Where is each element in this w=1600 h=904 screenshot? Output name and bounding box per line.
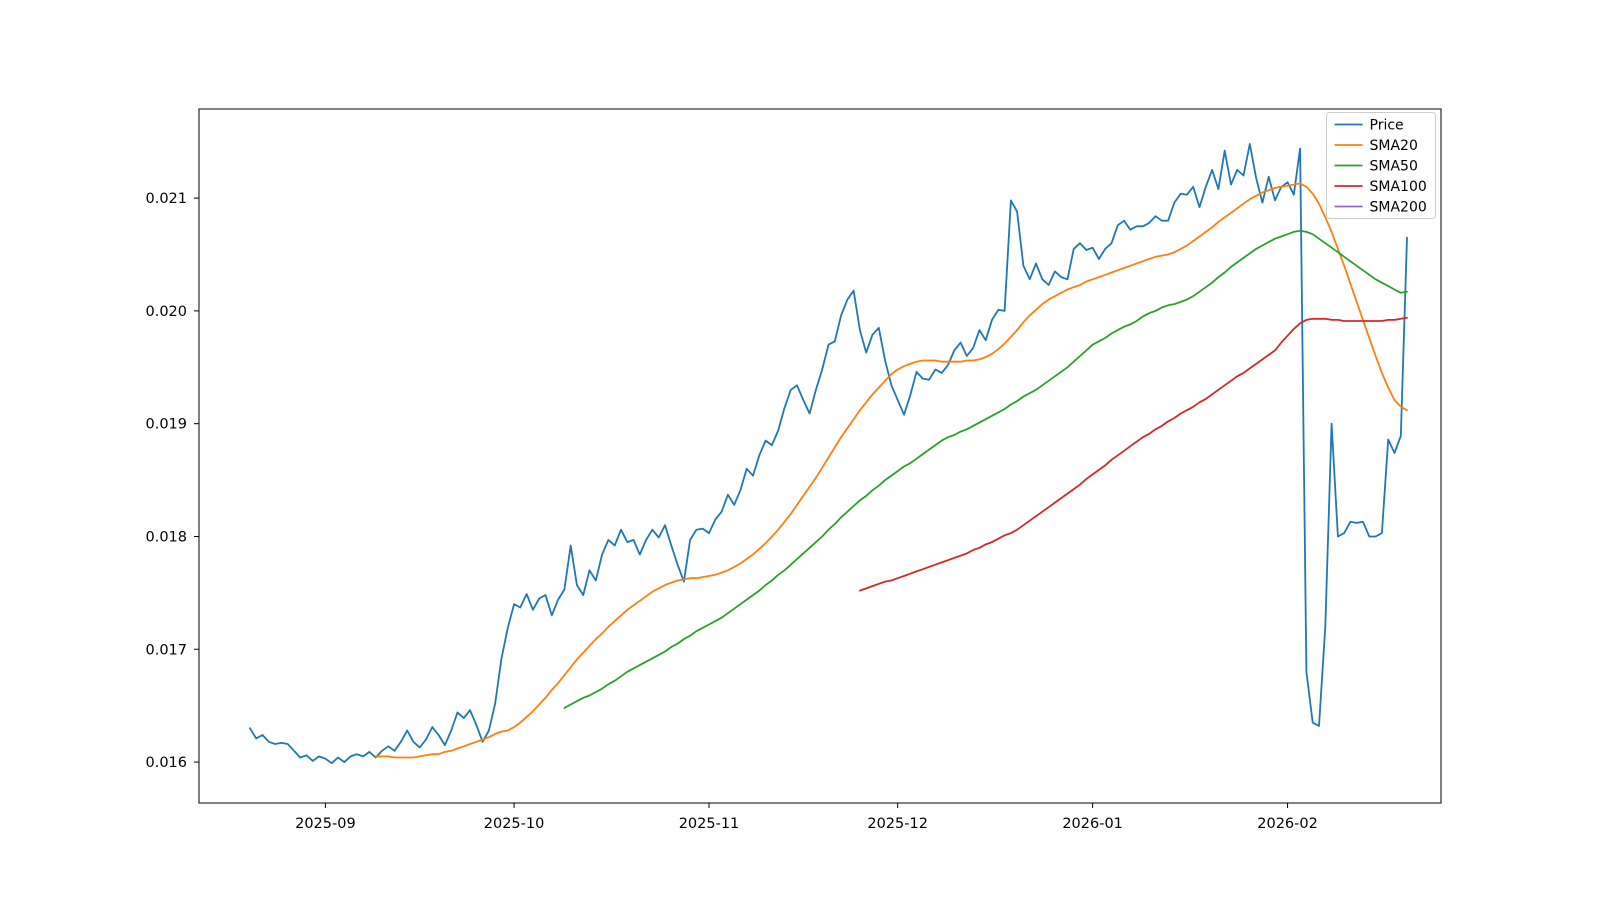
y-tick-label: 0.017 — [145, 642, 187, 658]
legend-label-price: Price — [1370, 118, 1404, 134]
x-tick-label: 2026-02 — [1257, 816, 1318, 832]
y-tick-label: 0.021 — [145, 191, 187, 207]
y-tick-label: 0.019 — [145, 417, 187, 433]
legend-label-sma50: SMA50 — [1370, 159, 1418, 175]
x-tick-label: 2026-01 — [1062, 816, 1123, 832]
sma20-line — [374, 182, 1408, 759]
legend-label-sma100: SMA100 — [1370, 179, 1427, 195]
legend-label-sma200: SMA200 — [1370, 200, 1427, 216]
price-line — [248, 143, 1408, 765]
x-tick-label: 2025-12 — [867, 816, 928, 832]
y-tick-label: 0.016 — [145, 755, 187, 771]
sma50-line — [563, 229, 1408, 709]
y-tick-label: 0.020 — [145, 304, 187, 320]
plot-frame — [198, 108, 1442, 804]
x-tick-label: 2025-09 — [295, 816, 356, 832]
legend-box — [1326, 112, 1436, 219]
x-tick-label: 2025-10 — [484, 816, 545, 832]
sma100-line — [859, 316, 1408, 592]
y-tick-label: 0.018 — [145, 529, 187, 545]
legend-label-sma20: SMA20 — [1370, 138, 1418, 154]
x-tick-label: 2025-11 — [679, 816, 740, 832]
